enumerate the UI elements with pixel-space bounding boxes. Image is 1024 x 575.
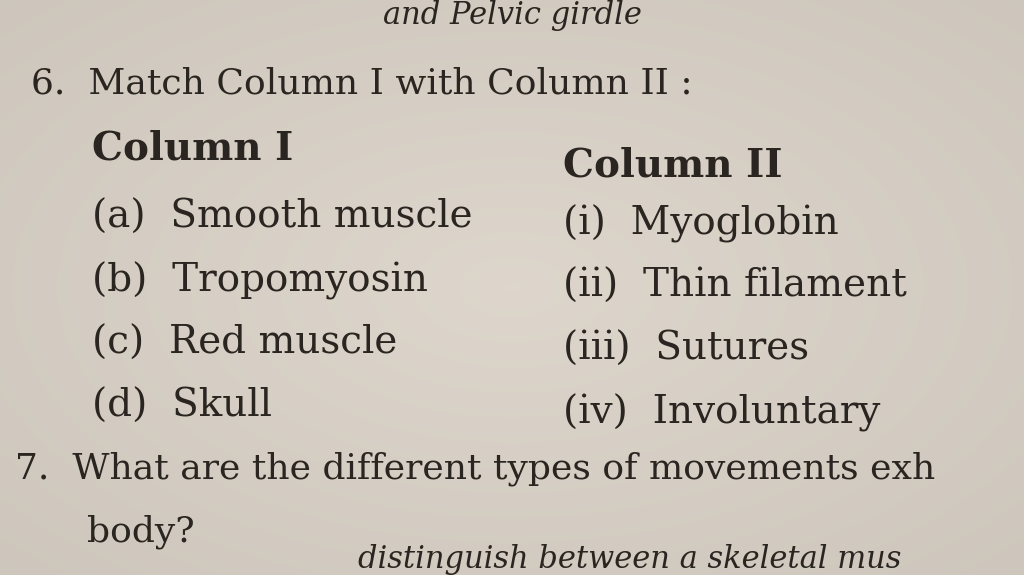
Text: 7.  What are the different types of movements exh: 7. What are the different types of movem… <box>15 451 936 486</box>
Text: Column I: Column I <box>92 129 294 167</box>
Text: (ii)  Thin filament: (ii) Thin filament <box>563 267 907 304</box>
Text: Column II: Column II <box>563 147 782 185</box>
Text: distinguish between a skeletal mus: distinguish between a skeletal mus <box>358 544 902 575</box>
Text: body?: body? <box>87 515 195 549</box>
Text: (i)  Myoglobin: (i) Myoglobin <box>563 204 839 243</box>
Text: 6.  Match Column I with Column II :: 6. Match Column I with Column II : <box>31 66 692 100</box>
Text: (d)  Skull: (d) Skull <box>92 388 272 425</box>
Text: (b)  Tropomyosin: (b) Tropomyosin <box>92 262 428 300</box>
Text: (iii)  Sutures: (iii) Sutures <box>563 331 809 367</box>
Text: (a)  Smooth muscle: (a) Smooth muscle <box>92 198 473 235</box>
Text: (c)  Red muscle: (c) Red muscle <box>92 325 397 362</box>
Text: (iv)  Involuntary: (iv) Involuntary <box>563 394 881 432</box>
Text: and Pelvic girdle: and Pelvic girdle <box>383 0 641 31</box>
